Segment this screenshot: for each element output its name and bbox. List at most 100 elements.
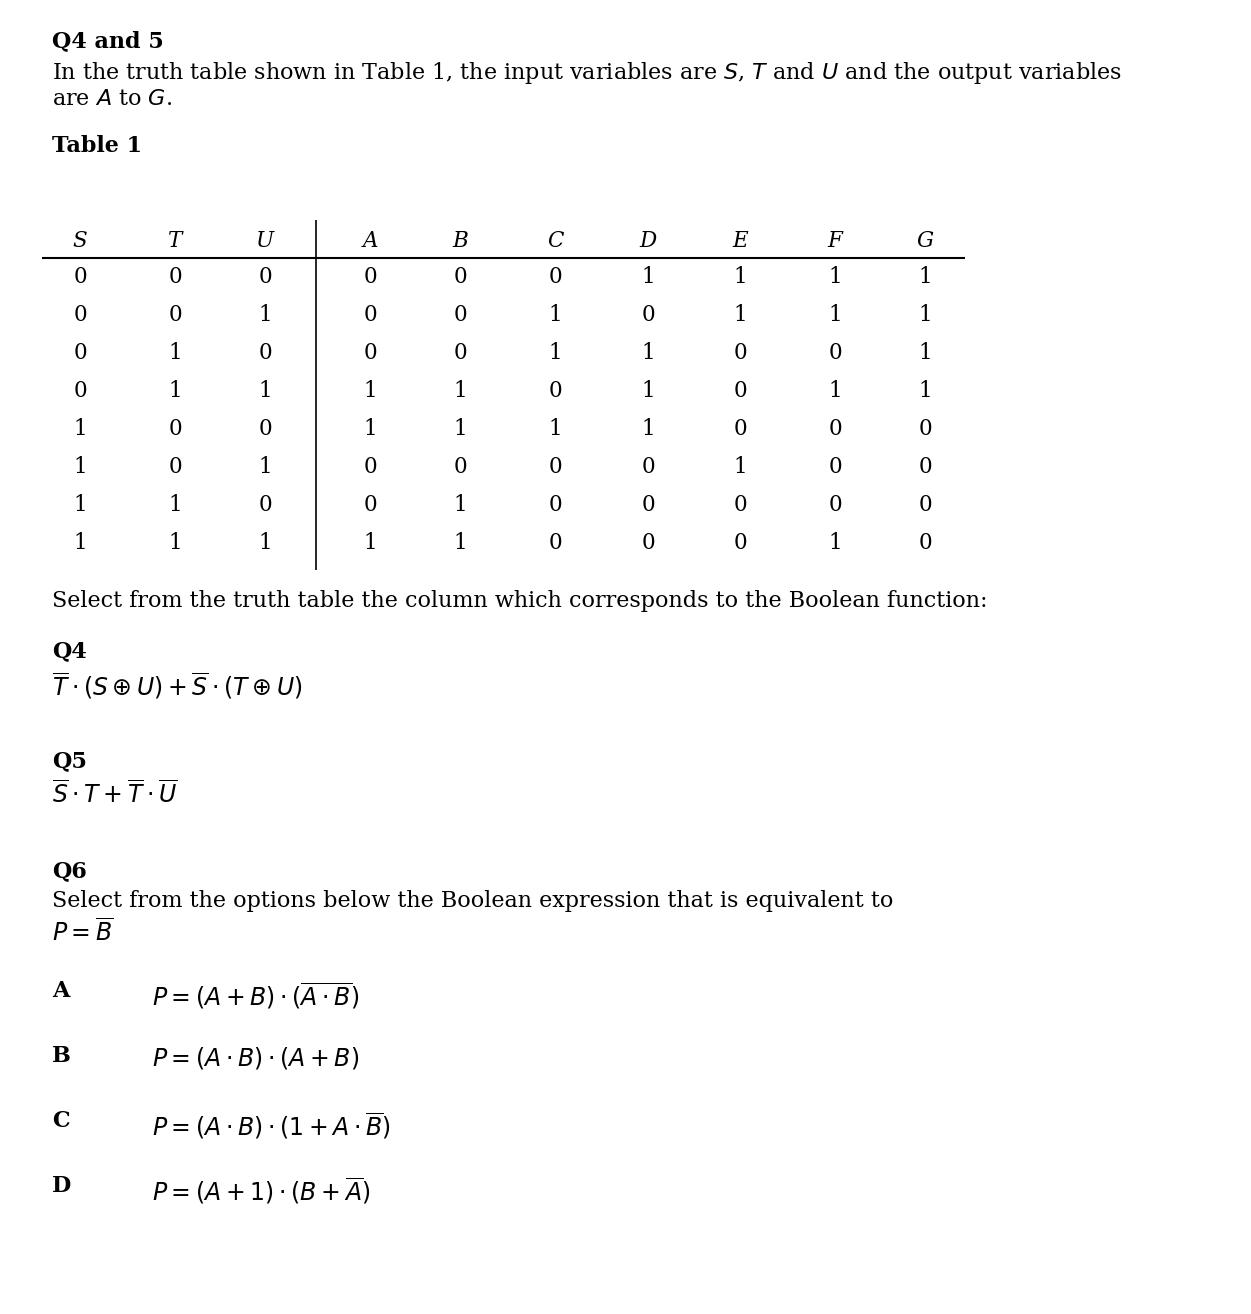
Text: 0: 0	[548, 494, 562, 516]
Text: 0: 0	[642, 304, 654, 326]
Text: 1: 1	[733, 265, 747, 288]
Text: 0: 0	[363, 456, 377, 478]
Text: 0: 0	[258, 342, 271, 364]
Text: A: A	[53, 980, 69, 1003]
Text: 0: 0	[453, 265, 467, 288]
Text: 0: 0	[828, 342, 842, 364]
Text: 0: 0	[363, 265, 377, 288]
Text: 1: 1	[74, 456, 86, 478]
Text: 0: 0	[168, 418, 181, 440]
Text: $P=(A+B)\cdot(\overline{A\cdot B})$: $P=(A+B)\cdot(\overline{A\cdot B})$	[153, 980, 359, 1010]
Text: 1: 1	[548, 418, 562, 440]
Text: are $A$ to $G$.: are $A$ to $G$.	[53, 88, 173, 110]
Text: $P=\overline{B}$: $P=\overline{B}$	[53, 918, 114, 946]
Text: G: G	[917, 230, 933, 252]
Text: 0: 0	[918, 456, 932, 478]
Text: Q4 and 5: Q4 and 5	[53, 30, 164, 53]
Text: In the truth table shown in Table 1, the input variables are $S$, $T$ and $U$ an: In the truth table shown in Table 1, the…	[53, 60, 1122, 85]
Text: 1: 1	[363, 380, 377, 402]
Text: C: C	[547, 230, 563, 252]
Text: 0: 0	[828, 418, 842, 440]
Text: 0: 0	[918, 494, 932, 516]
Text: 1: 1	[918, 380, 932, 402]
Text: 1: 1	[453, 418, 467, 440]
Text: Table 1: Table 1	[53, 135, 143, 156]
Text: Select from the options below the Boolean expression that is equivalent to: Select from the options below the Boolea…	[53, 890, 893, 912]
Text: 1: 1	[453, 494, 467, 516]
Text: D: D	[53, 1175, 71, 1197]
Text: D: D	[639, 230, 657, 252]
Text: 0: 0	[733, 342, 747, 364]
Text: 0: 0	[642, 456, 654, 478]
Text: 0: 0	[642, 494, 654, 516]
Text: 1: 1	[168, 342, 181, 364]
Text: 0: 0	[548, 532, 562, 555]
Text: 0: 0	[74, 265, 86, 288]
Text: 1: 1	[918, 265, 932, 288]
Text: 0: 0	[74, 304, 86, 326]
Text: 0: 0	[918, 532, 932, 555]
Text: 1: 1	[642, 342, 654, 364]
Text: 1: 1	[363, 532, 377, 555]
Text: 1: 1	[733, 456, 747, 478]
Text: 0: 0	[74, 342, 86, 364]
Text: $\overline{T}\cdot(S\oplus U)+\overline{S}\cdot(T\oplus U)$: $\overline{T}\cdot(S\oplus U)+\overline{…	[53, 670, 303, 700]
Text: 1: 1	[168, 494, 181, 516]
Text: 1: 1	[168, 532, 181, 555]
Text: 0: 0	[453, 456, 467, 478]
Text: A: A	[363, 230, 378, 252]
Text: 1: 1	[548, 304, 562, 326]
Text: 1: 1	[828, 380, 842, 402]
Text: 1: 1	[828, 532, 842, 555]
Text: $P=(A+1)\cdot(B+\overline{A})$: $P=(A+1)\cdot(B+\overline{A})$	[153, 1175, 370, 1206]
Text: 0: 0	[453, 342, 467, 364]
Text: E: E	[732, 230, 748, 252]
Text: 1: 1	[453, 532, 467, 555]
Text: 1: 1	[642, 380, 654, 402]
Text: 0: 0	[733, 418, 747, 440]
Text: 0: 0	[258, 494, 271, 516]
Text: 1: 1	[258, 532, 271, 555]
Text: 0: 0	[168, 456, 181, 478]
Text: 1: 1	[363, 418, 377, 440]
Text: 1: 1	[74, 494, 86, 516]
Text: 0: 0	[363, 342, 377, 364]
Text: 1: 1	[828, 265, 842, 288]
Text: F: F	[828, 230, 842, 252]
Text: 0: 0	[363, 494, 377, 516]
Text: C: C	[53, 1110, 70, 1131]
Text: 0: 0	[828, 494, 842, 516]
Text: 0: 0	[363, 304, 377, 326]
Text: 0: 0	[828, 456, 842, 478]
Text: 1: 1	[642, 418, 654, 440]
Text: S: S	[73, 230, 88, 252]
Text: $P=(A\cdot B)\cdot(A+B)$: $P=(A\cdot B)\cdot(A+B)$	[153, 1045, 359, 1071]
Text: 0: 0	[733, 494, 747, 516]
Text: 1: 1	[258, 304, 271, 326]
Text: 1: 1	[258, 456, 271, 478]
Text: 1: 1	[918, 342, 932, 364]
Text: 1: 1	[453, 380, 467, 402]
Text: 1: 1	[168, 380, 181, 402]
Text: 1: 1	[548, 342, 562, 364]
Text: T: T	[168, 230, 183, 252]
Text: U: U	[256, 230, 274, 252]
Text: 1: 1	[258, 380, 271, 402]
Text: 1: 1	[642, 265, 654, 288]
Text: 0: 0	[168, 304, 181, 326]
Text: 0: 0	[548, 265, 562, 288]
Text: 1: 1	[74, 418, 86, 440]
Text: 0: 0	[548, 380, 562, 402]
Text: B: B	[53, 1045, 71, 1067]
Text: 0: 0	[74, 380, 86, 402]
Text: Q6: Q6	[53, 859, 86, 882]
Text: Q4: Q4	[53, 640, 86, 662]
Text: Q5: Q5	[53, 750, 86, 773]
Text: 0: 0	[733, 532, 747, 555]
Text: 0: 0	[918, 418, 932, 440]
Text: $\overline{S}\cdot T+\overline{T}\cdot\overline{U}$: $\overline{S}\cdot T+\overline{T}\cdot\o…	[53, 781, 178, 808]
Text: 0: 0	[733, 380, 747, 402]
Text: $P=(A\cdot B)\cdot(1+A\cdot\overline{B})$: $P=(A\cdot B)\cdot(1+A\cdot\overline{B})…	[153, 1110, 390, 1141]
Text: 0: 0	[548, 456, 562, 478]
Text: 0: 0	[258, 265, 271, 288]
